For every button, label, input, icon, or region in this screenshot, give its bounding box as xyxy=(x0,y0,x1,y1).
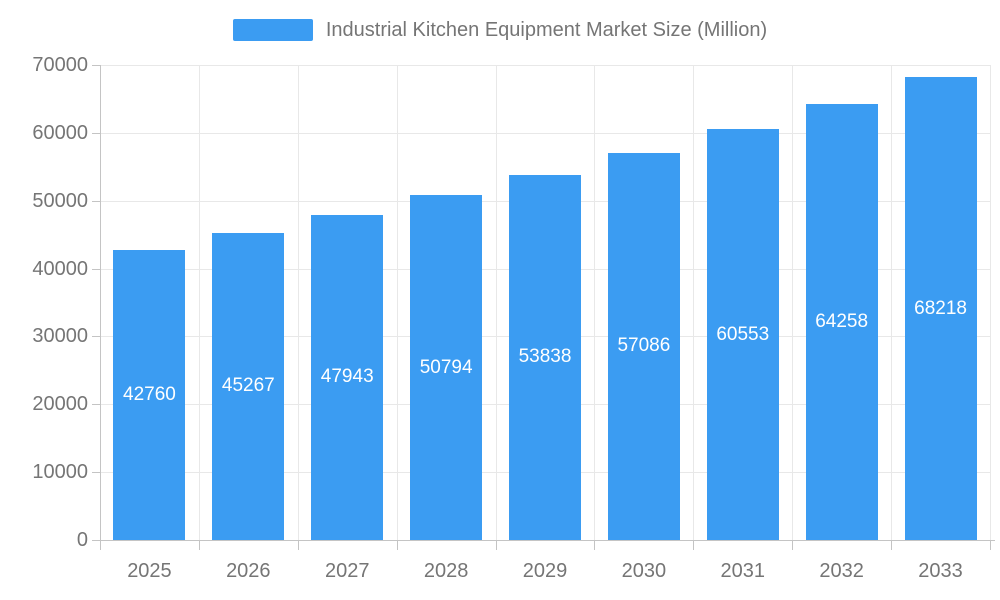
bar-value-label: 47943 xyxy=(320,366,374,388)
x-axis-tick xyxy=(496,540,497,550)
bar-2026[interactable]: 45267 xyxy=(212,232,285,540)
bar-value-label: 50794 xyxy=(419,356,473,378)
gridline-vertical xyxy=(990,65,991,540)
bar-value-label: 53838 xyxy=(518,346,572,368)
x-axis-label: 2026 xyxy=(226,560,271,582)
x-axis-label: 2031 xyxy=(720,560,766,582)
legend-label[interactable]: Industrial Kitchen Equipment Market Size… xyxy=(325,19,768,41)
legend-swatch[interactable] xyxy=(232,19,313,41)
x-axis-tick xyxy=(594,540,595,550)
x-axis-label: 2027 xyxy=(324,560,370,582)
y-axis-tick xyxy=(92,65,100,66)
x-axis-label: 2030 xyxy=(621,560,667,582)
gridline-horizontal xyxy=(100,65,990,66)
bar-2033[interactable]: 68218 xyxy=(904,77,977,540)
x-axis-tick xyxy=(397,540,398,550)
x-axis-label: 2032 xyxy=(819,560,864,582)
x-axis-tick xyxy=(792,540,793,550)
gridline-horizontal xyxy=(100,132,990,134)
y-axis-tick xyxy=(92,472,100,474)
x-axis-label: 2025 xyxy=(127,560,172,582)
bar-2029[interactable]: 53838 xyxy=(509,174,581,540)
y-axis-tick xyxy=(92,200,100,202)
bar-value-label: 60553 xyxy=(716,323,770,345)
y-axis-label: 10000 xyxy=(32,461,88,484)
y-axis-label: 0 xyxy=(76,529,88,551)
bar-2030[interactable]: 57086 xyxy=(607,152,680,540)
gridline-vertical xyxy=(792,65,793,540)
bar-2028[interactable]: 50794 xyxy=(410,195,483,540)
y-axis-label: 70000 xyxy=(32,54,88,76)
x-axis-label: 2029 xyxy=(522,560,568,582)
x-axis-line xyxy=(100,540,995,541)
y-axis-label: 20000 xyxy=(32,393,88,416)
bar-value-label: 57086 xyxy=(617,335,671,357)
x-axis-tick xyxy=(891,540,892,550)
x-axis-tick xyxy=(693,540,694,550)
gridline-vertical xyxy=(594,65,595,540)
gridline-vertical xyxy=(693,65,694,540)
bar-2025[interactable]: 42760 xyxy=(113,249,186,540)
gridline-vertical xyxy=(496,65,497,540)
bar-value-label: 42760 xyxy=(123,383,176,405)
bar-2031[interactable]: 60553 xyxy=(706,129,779,540)
gridline-vertical xyxy=(397,65,398,540)
plot-area: 42760 45267 47943 50794 53838 57086 60553 64258… xyxy=(100,65,991,540)
gridline-vertical xyxy=(298,65,299,540)
y-axis-tick xyxy=(92,132,100,134)
y-axis-line xyxy=(100,65,101,550)
legend[interactable]: Industrial Kitchen Equipment Market Size… xyxy=(0,18,1000,42)
bar-value-label: 45267 xyxy=(221,375,275,397)
y-axis-tick xyxy=(92,540,100,541)
bar-value-label: 64258 xyxy=(815,310,869,332)
x-axis-tick xyxy=(199,540,200,550)
y-axis-tick xyxy=(92,268,100,270)
y-axis-label: 30000 xyxy=(32,325,88,348)
x-axis-tick xyxy=(990,540,991,550)
gridline-vertical xyxy=(891,65,892,540)
gridline-vertical xyxy=(199,65,200,540)
y-axis-label: 40000 xyxy=(32,257,88,280)
bar-value-label: 68218 xyxy=(914,297,967,319)
y-axis-tick xyxy=(92,336,100,338)
x-axis-tick xyxy=(298,540,299,550)
y-axis-label: 60000 xyxy=(32,121,88,144)
x-axis-label: 2033 xyxy=(918,560,963,582)
bar-2032[interactable]: 64258 xyxy=(805,103,878,540)
bar-2027[interactable]: 47943 xyxy=(311,214,384,540)
x-axis-label: 2028 xyxy=(423,560,469,582)
y-axis-tick xyxy=(92,404,100,406)
y-axis-label: 50000 xyxy=(32,189,88,212)
